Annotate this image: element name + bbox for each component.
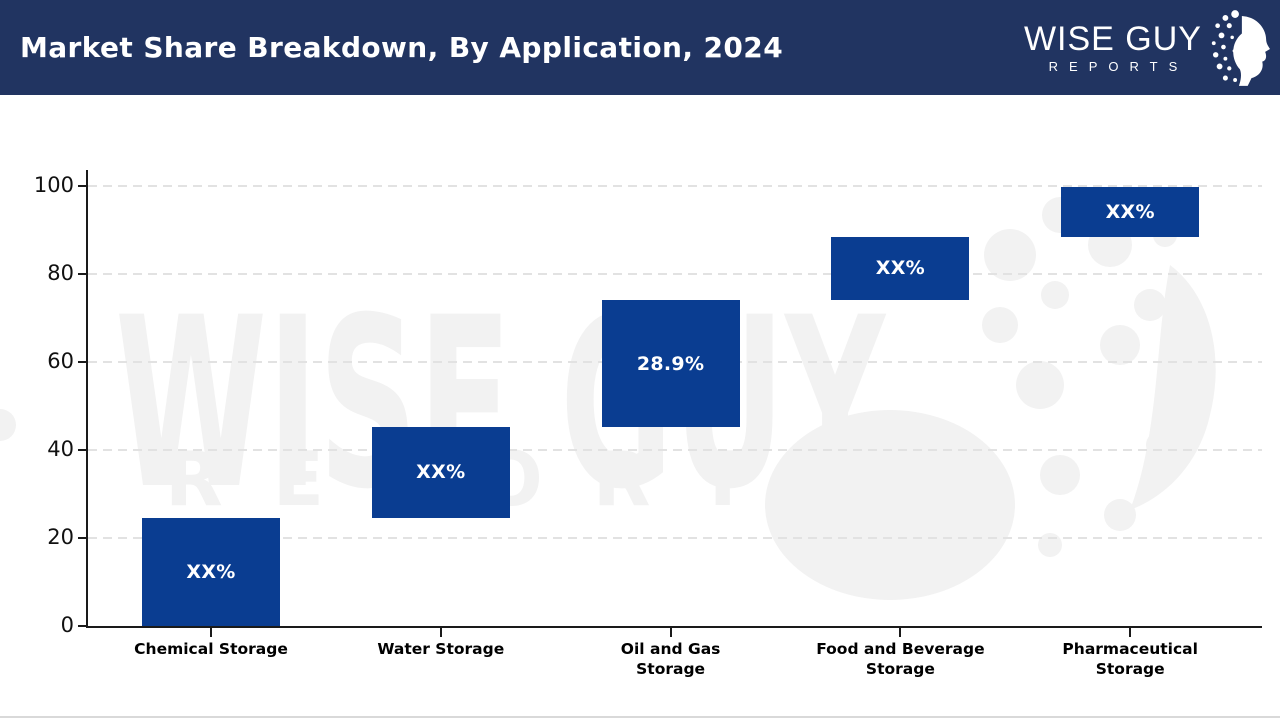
page-title: Market Share Breakdown, By Application, … [20, 31, 784, 64]
x-axis-tick-mark [439, 628, 442, 637]
bar-value-label: XX% [416, 461, 466, 484]
x-axis-tick-mark [669, 628, 672, 637]
app-header: Market Share Breakdown, By Application, … [0, 0, 1280, 95]
y-axis-tick-label: 40 [47, 437, 74, 461]
y-axis-tick-mark [78, 361, 87, 363]
x-axis-tick-mark [210, 628, 212, 637]
y-axis-tick-mark [78, 537, 87, 539]
bar-pharmaceutical-storage: XX% [1061, 186, 1200, 237]
x-axis-category-label: Water Storage [377, 640, 505, 658]
y-axis-tick-label: 80 [47, 261, 74, 285]
bar-food-and-beverage-storage: XX% [831, 236, 970, 300]
bar-value-label: 28.9% [636, 352, 705, 375]
y-axis-tick-mark [78, 449, 87, 451]
y-axis-line [86, 170, 88, 628]
y-axis-tick-mark [78, 625, 87, 627]
gridline-20 [88, 537, 1262, 539]
y-axis-tick-mark [78, 185, 87, 187]
y-axis-tick-label: 60 [47, 349, 74, 373]
y-axis-tick-label: 0 [60, 613, 74, 637]
y-axis-tick-label: 20 [47, 525, 74, 549]
x-axis-line [86, 626, 1262, 628]
plot-area: 0 20 40 60 80 100 XX% Chemical Storage XX% Water … [0, 95, 1280, 717]
x-axis-category-label: Oil and Gas Storage [620, 640, 721, 678]
x-axis-tick-mark [1129, 628, 1132, 637]
gridline-80 [88, 273, 1262, 275]
footer-divider [0, 716, 1280, 718]
bar-chemical-storage: XX% [142, 517, 280, 626]
x-axis-tick-mark [899, 628, 902, 637]
gridline-100 [88, 185, 1262, 187]
y-axis-tick-mark [78, 273, 87, 275]
x-axis-category-label: Food and Beverage Storage [816, 640, 985, 678]
chart-area: WISE GUY REPORTS 0 20 40 60 80 100 XX% Chemical… [0, 95, 1280, 717]
bar-water-storage: XX% [371, 427, 510, 518]
x-axis-category-label: Chemical Storage [134, 640, 288, 658]
x-axis-category-label: Pharmaceutical Storage [1062, 640, 1198, 678]
y-axis-tick-label: 100 [33, 173, 74, 197]
bar-oil-and-gas-storage: 28.9% [601, 299, 740, 428]
gridline-40 [88, 449, 1262, 451]
bar-value-label: XX% [186, 560, 236, 583]
logo-wordmark: WISE GUY REPORTS [1024, 22, 1202, 74]
logo-wordmark-main: WISE GUY [1023, 19, 1202, 58]
dotted-head-profile-icon [1211, 9, 1270, 86]
bar-value-label: XX% [1105, 200, 1155, 223]
logo-wordmark-sub: REPORTS [1048, 58, 1189, 74]
brand-logo: WISE GUY REPORTS [1024, 8, 1270, 88]
bar-value-label: XX% [875, 257, 926, 280]
